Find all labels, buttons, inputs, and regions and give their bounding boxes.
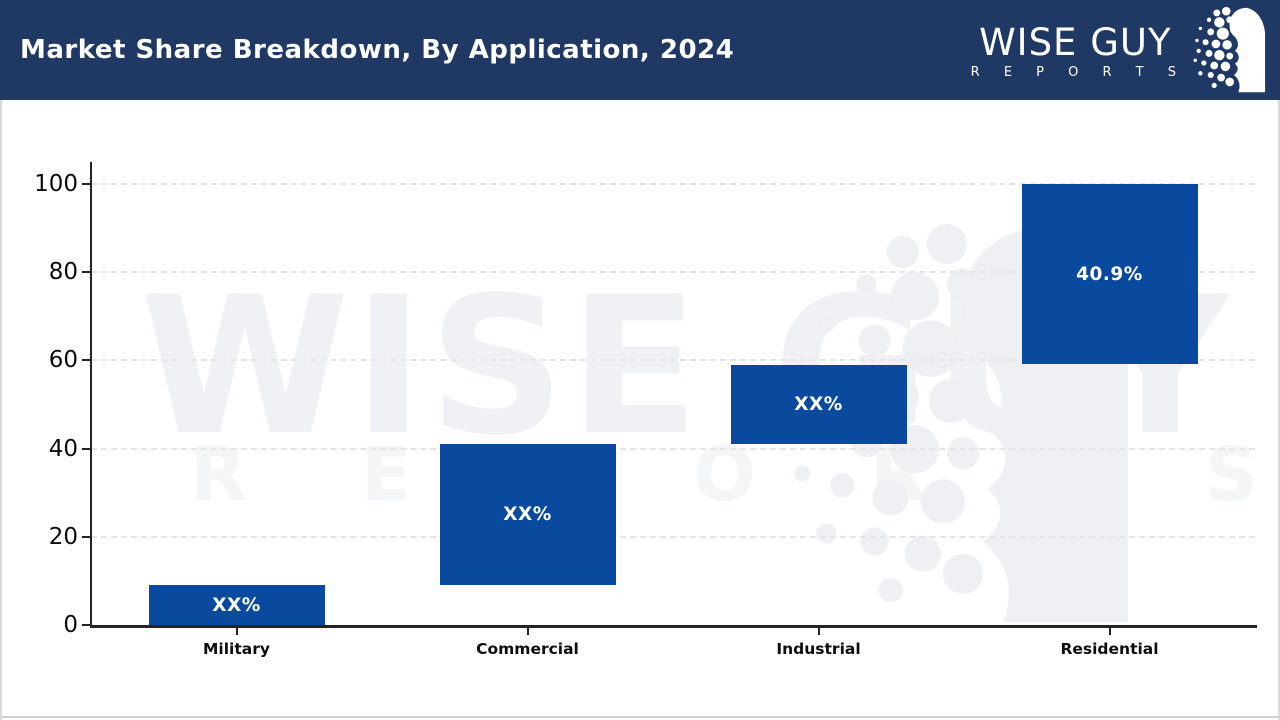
gridline-100 [91, 183, 1255, 186]
y-tick-label: 40 [48, 435, 78, 462]
y-axis-line [90, 162, 92, 628]
y-tick-mark [82, 183, 91, 186]
y-tick-mark [82, 447, 91, 450]
brand-face-icon [1193, 6, 1266, 93]
y-tick-mark [82, 624, 91, 626]
gridline-80 [91, 271, 1255, 274]
y-tick-label: 100 [34, 171, 78, 198]
gridline-60 [91, 359, 1255, 362]
chart-area: WISE GUY R E P O R T S 0 20 40 60 80 100 XX% Mi… [0, 100, 1280, 720]
x-tick-mark [235, 628, 238, 635]
x-tick-label-commercial: Commercial [476, 640, 579, 658]
brand-logo: WISE GUY R E P O R T S [965, 4, 1268, 96]
bar-value-label: XX% [212, 594, 261, 616]
y-tick-label: 80 [48, 259, 78, 286]
bar-commercial: XX% [439, 444, 616, 586]
page-title: Market Share Breakdown, By Application, … [20, 35, 735, 65]
y-tick-label: 0 [63, 612, 78, 638]
x-tick-mark [1108, 628, 1111, 635]
bar-industrial: XX% [730, 364, 907, 445]
x-tick-label-military: Military [203, 640, 270, 658]
x-axis-line [90, 625, 1257, 628]
y-tick-mark [82, 359, 91, 362]
y-tick-label: 60 [48, 347, 78, 374]
x-tick-label-industrial: Industrial [776, 640, 861, 658]
y-tick-mark [82, 535, 91, 538]
brand-subtext: R E P O R T S [970, 64, 1186, 80]
y-tick-label: 20 [48, 523, 78, 550]
figure-bottom-border [2, 716, 1280, 718]
header: Market Share Breakdown, By Application, … [0, 0, 1280, 100]
x-tick-mark [817, 628, 820, 635]
bar-value-label: 40.9% [1076, 263, 1143, 285]
x-tick-mark [526, 628, 529, 635]
brand-logo-text: WISE GUY R E P O R T S [965, 21, 1186, 80]
bar-value-label: XX% [794, 394, 843, 415]
gridline-40 [91, 447, 1255, 450]
bar-residential: 40.9% [1021, 184, 1198, 365]
bar-value-label: XX% [503, 504, 552, 526]
y-tick-mark [82, 271, 91, 274]
x-tick-label-residential: Residential [1060, 640, 1159, 658]
gridline-20 [91, 535, 1255, 538]
brand-wordmark: WISE GUY [979, 20, 1172, 64]
bar-military: XX% [148, 585, 325, 625]
